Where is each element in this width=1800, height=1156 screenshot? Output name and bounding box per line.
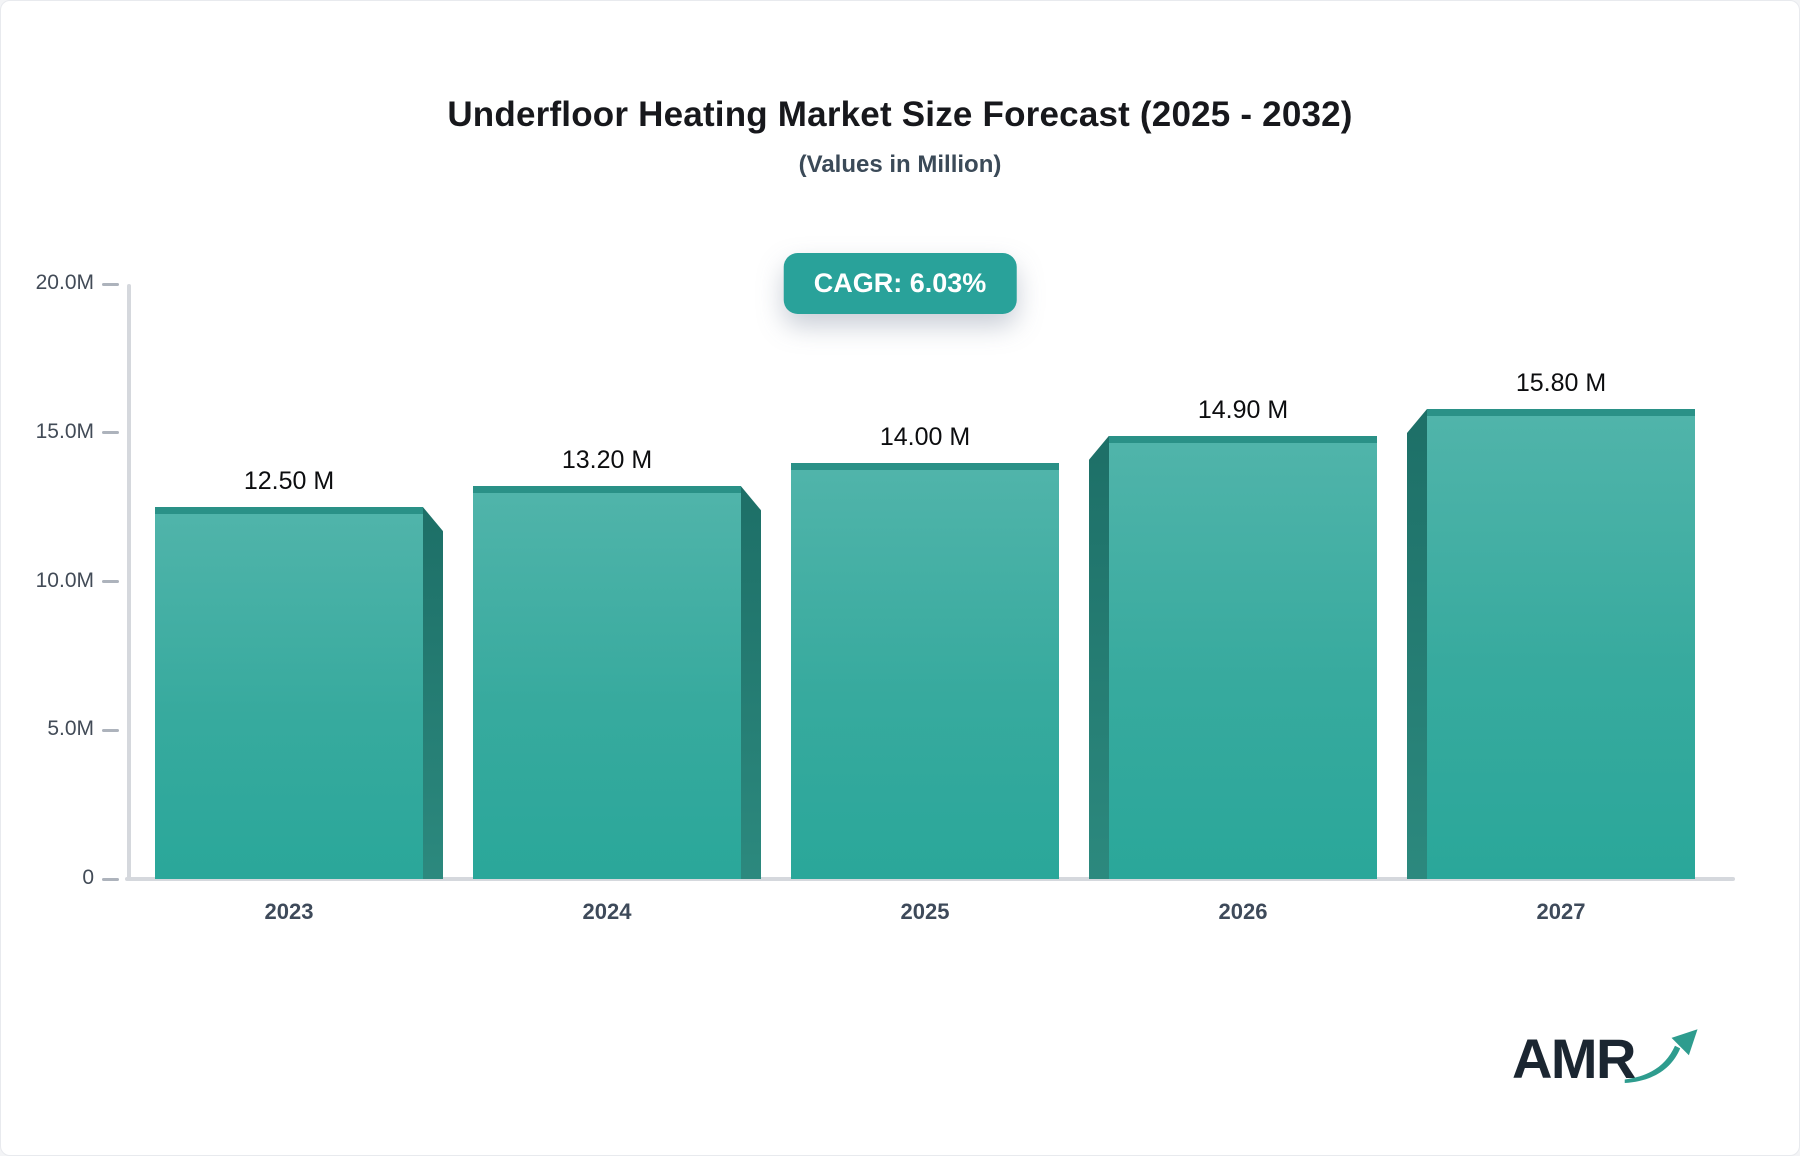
amr-logo: AMR (1511, 1027, 1701, 1094)
y-axis-tick-label: 10.0M (35, 568, 94, 592)
bar-side-face (741, 486, 761, 879)
x-axis-label: 2025 (900, 899, 950, 924)
y-axis-tick (102, 282, 119, 286)
y-axis-tick-label: 20.0M (35, 271, 94, 294)
cagr-badge: CAGR: 6.03% (783, 253, 1017, 314)
bar-side-face (1407, 408, 1427, 879)
y-axis-tick-label: 15.0M (35, 419, 94, 443)
bar-value-label: 14.90 M (1197, 395, 1289, 424)
bar-2026[interactable] (1109, 435, 1377, 879)
bar-value-label: 13.20 M (561, 446, 653, 475)
chart-subtitle: (Values in Million) (798, 151, 1002, 178)
bar-2023[interactable] (155, 507, 423, 879)
bar-value-label: 15.80 M (1515, 368, 1607, 397)
y-axis-tick (102, 431, 119, 435)
x-axis-label: 2024 (582, 899, 632, 924)
y-axis-tick (102, 877, 119, 881)
bar-value-label: 12.50 M (243, 467, 335, 496)
x-axis-label: 2023 (264, 899, 314, 924)
growth-arrow-icon (1623, 1025, 1701, 1094)
bar-side-face (423, 507, 443, 879)
y-axis-tick (102, 580, 119, 583)
y-axis-tick (102, 728, 119, 732)
chart-title: Underfloor Heating Market Size Forecast … (447, 95, 1353, 134)
y-axis-tick-label: 5.0M (47, 717, 94, 741)
x-axis-line (125, 877, 1735, 881)
y-axis-tick-label: 0 (82, 866, 94, 889)
bar-2025[interactable] (791, 462, 1059, 879)
bar-2024[interactable] (473, 486, 741, 879)
bar-side-face (1089, 435, 1109, 879)
x-axis-label: 2027 (1536, 899, 1586, 924)
bar-value-label: 14.00 M (879, 422, 971, 451)
amr-logo-text: AMR (1511, 1027, 1637, 1090)
y-axis-line (127, 284, 131, 879)
x-axis-label: 2026 (1218, 899, 1268, 924)
bar-2027[interactable] (1427, 408, 1695, 879)
